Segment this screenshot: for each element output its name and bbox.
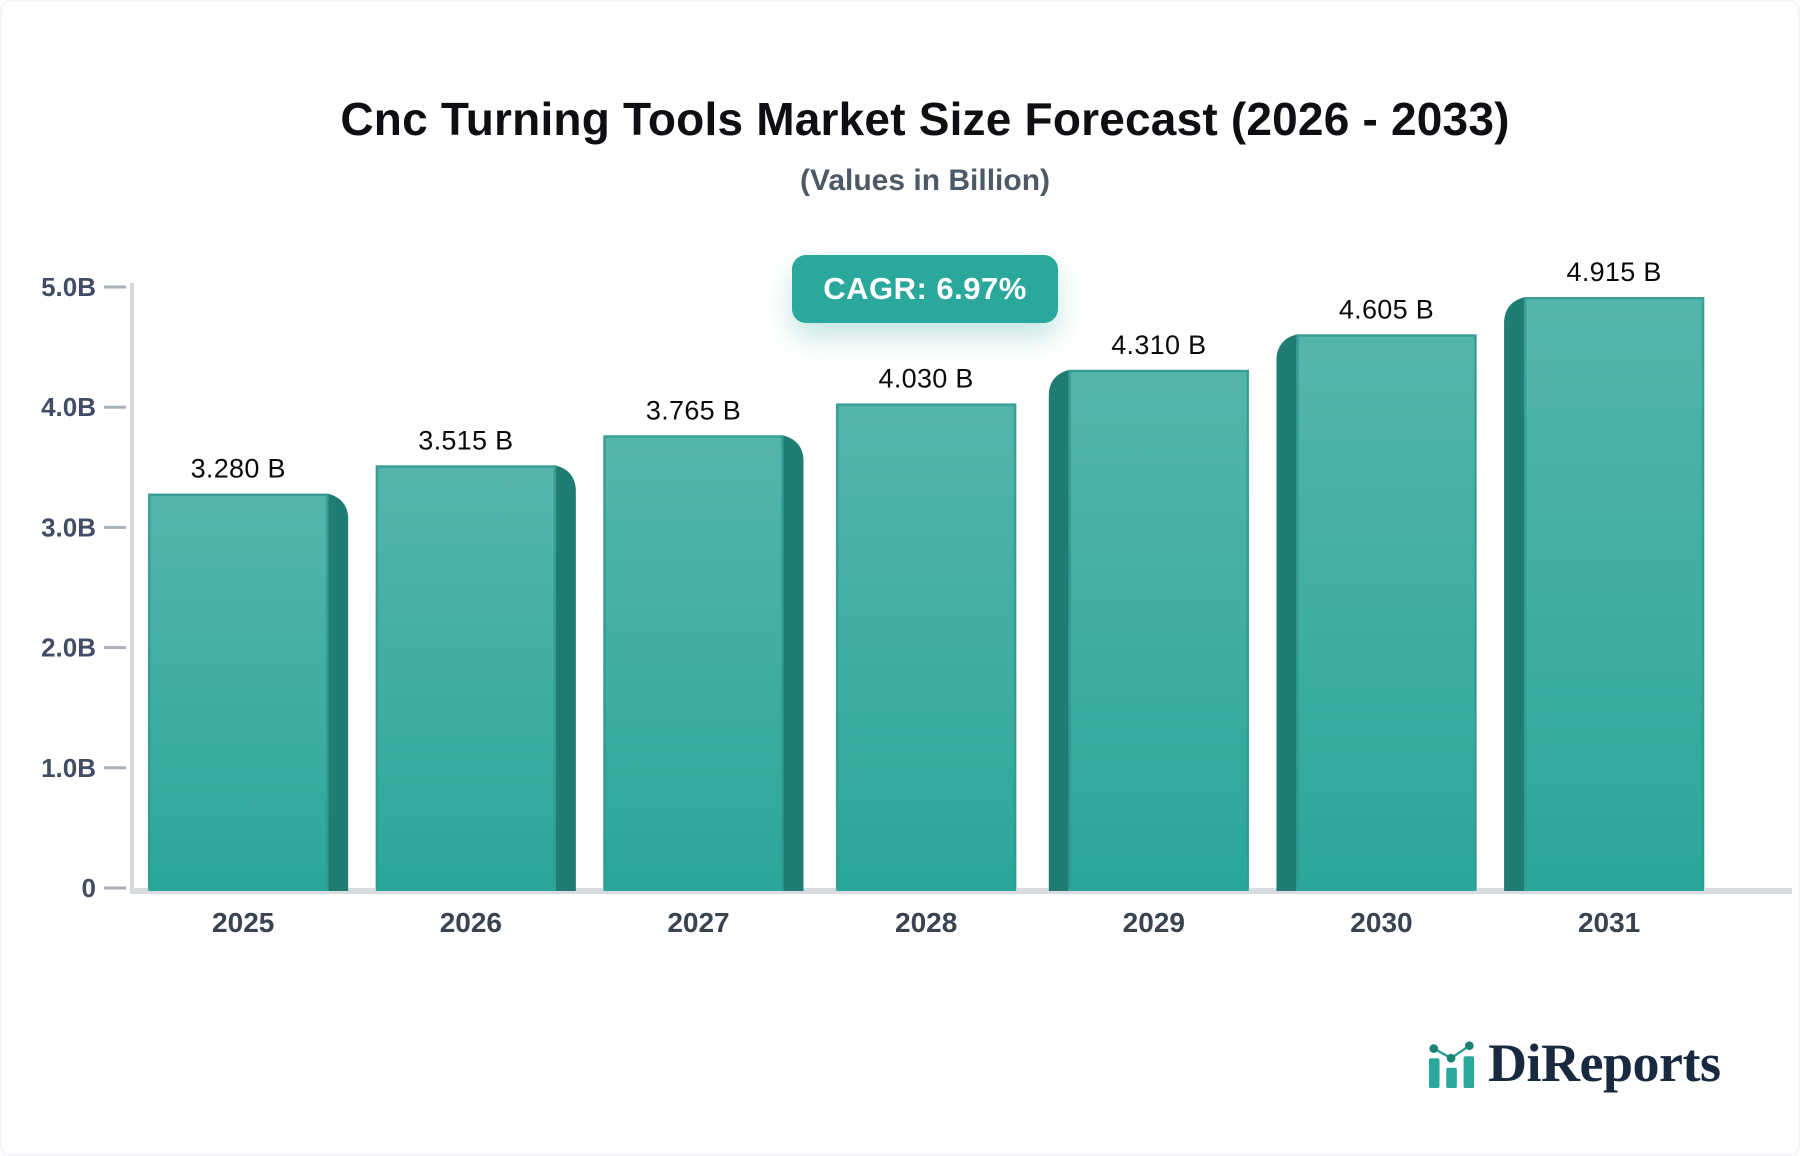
bar-side-face xyxy=(328,493,349,891)
y-axis-label: 4.0B xyxy=(41,392,96,422)
bar-edge-highlight xyxy=(1296,334,1477,888)
y-axis-label: 5.0B xyxy=(41,272,96,302)
y-axis-label: 0 xyxy=(82,873,96,903)
bar xyxy=(148,493,329,891)
cagr-badge-label: CAGR: 6.97% xyxy=(823,271,1027,306)
y-axis-label: 3.0B xyxy=(41,512,96,542)
y-axis-label: 2.0B xyxy=(41,633,96,663)
direports-logo-icon xyxy=(1428,1041,1475,1088)
bar-edge-highlight xyxy=(147,493,329,888)
cagr-badge: CAGR: 6.97% xyxy=(792,255,1058,323)
y-axis-line xyxy=(130,283,134,891)
y-axis-tick xyxy=(104,646,126,650)
chart-subtitle: (Values in Billion) xyxy=(799,164,1051,197)
bar-edge-highlight xyxy=(603,435,784,888)
x-axis-label: 2030 xyxy=(1350,907,1412,938)
y-axis-tick xyxy=(104,886,126,890)
y-axis-tick xyxy=(104,405,126,409)
x-axis-label: 2031 xyxy=(1578,907,1640,938)
bar-side-face xyxy=(555,465,576,891)
bar xyxy=(1068,369,1249,891)
x-axis-label: 2025 xyxy=(212,907,274,938)
bar xyxy=(1296,334,1477,891)
direports-logo: DiReports xyxy=(1428,1032,1721,1094)
bar-value-label: 4.030 B xyxy=(879,364,974,394)
bar xyxy=(375,465,556,891)
bar xyxy=(1524,297,1705,891)
y-axis-tick xyxy=(104,285,126,289)
chart-title: Cnc Turning Tools Market Size Forecast (… xyxy=(340,93,1510,145)
y-axis-label: 1.0B xyxy=(41,753,96,783)
chart-header: Cnc Turning Tools Market Size Forecast (… xyxy=(50,0,1800,198)
x-axis-label: 2026 xyxy=(440,907,502,938)
y-axis-tick xyxy=(104,766,126,770)
bar-side-face xyxy=(1276,334,1297,891)
bar-side-face xyxy=(783,435,804,891)
bar-edge-highlight xyxy=(1068,369,1250,888)
bar-value-label: 3.765 B xyxy=(646,395,741,425)
direports-logo-text: DiReports xyxy=(1488,1033,1721,1093)
bar-side-face xyxy=(1048,369,1069,891)
x-axis-label: 2028 xyxy=(895,907,957,938)
x-axis-label: 2027 xyxy=(667,907,729,938)
bar-edge-highlight xyxy=(1523,296,1705,888)
x-axis-label: 2029 xyxy=(1123,907,1185,938)
bar xyxy=(603,435,784,891)
bar-value-label: 4.605 B xyxy=(1339,294,1434,324)
bar-edge-highlight xyxy=(375,465,557,888)
bar-value-label: 4.310 B xyxy=(1111,330,1206,360)
y-axis-tick xyxy=(104,525,126,529)
bar-edge-highlight xyxy=(835,403,1017,888)
bar-value-label: 4.915 B xyxy=(1567,257,1662,287)
bar-value-label: 3.515 B xyxy=(418,425,513,455)
bar-value-label: 3.280 B xyxy=(191,454,286,484)
bar xyxy=(836,403,1017,891)
bar-side-face xyxy=(1504,297,1525,891)
